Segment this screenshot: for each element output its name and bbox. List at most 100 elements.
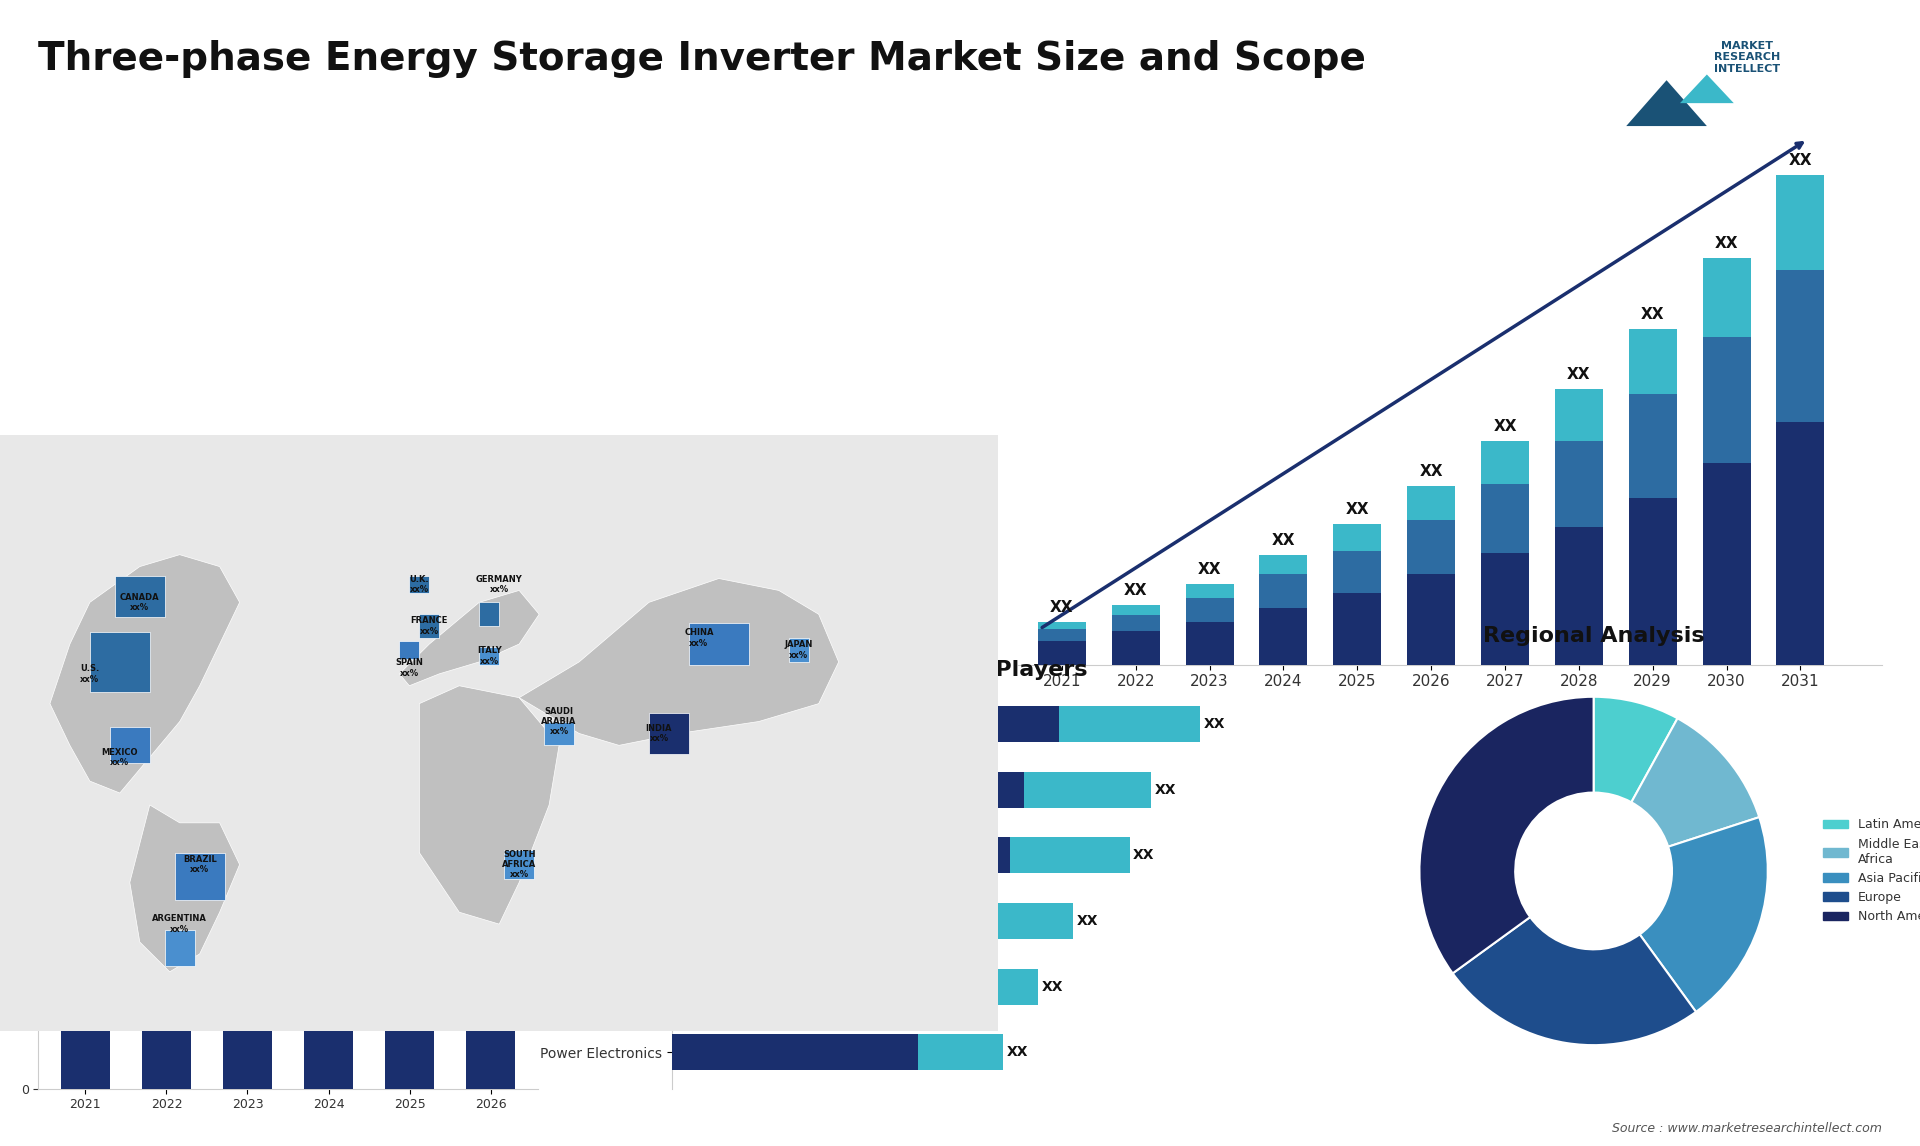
Bar xyxy=(1776,422,1824,665)
Polygon shape xyxy=(689,623,749,665)
Text: ITALY
xx%: ITALY xx% xyxy=(476,646,501,666)
Polygon shape xyxy=(543,722,574,745)
Bar xyxy=(1407,574,1455,665)
Text: XX: XX xyxy=(1123,583,1148,598)
Bar xyxy=(467,501,515,754)
Bar xyxy=(1628,329,1676,393)
Bar xyxy=(223,794,273,855)
Bar xyxy=(1332,525,1380,550)
Bar xyxy=(968,903,1073,939)
Bar xyxy=(1112,614,1160,631)
Polygon shape xyxy=(419,685,559,924)
Bar xyxy=(386,501,434,621)
Bar xyxy=(1776,175,1824,270)
Text: U.K.
xx%: U.K. xx% xyxy=(409,575,430,594)
Bar xyxy=(1703,337,1751,463)
Bar xyxy=(1407,486,1455,519)
Bar xyxy=(61,949,109,975)
Bar xyxy=(467,754,515,1089)
Text: JAPAN
xx%: JAPAN xx% xyxy=(785,641,812,660)
Bar xyxy=(1703,463,1751,665)
Polygon shape xyxy=(399,641,419,659)
Text: SPAIN
xx%: SPAIN xx% xyxy=(396,658,422,677)
Bar xyxy=(61,1022,109,1089)
Text: XX: XX xyxy=(1006,1045,1027,1059)
Polygon shape xyxy=(131,804,240,972)
Text: U.S.
xx%: U.S. xx% xyxy=(81,665,100,683)
Wedge shape xyxy=(1632,719,1759,847)
Bar xyxy=(1703,258,1751,337)
Bar xyxy=(1555,388,1603,441)
Bar xyxy=(1260,574,1308,607)
Bar xyxy=(303,768,353,902)
Text: XX: XX xyxy=(1133,848,1154,862)
Bar xyxy=(467,340,515,501)
Bar xyxy=(1039,641,1087,665)
Polygon shape xyxy=(109,728,150,763)
Bar xyxy=(1010,838,1129,873)
Text: MEXICO
xx%: MEXICO xx% xyxy=(102,747,138,767)
Polygon shape xyxy=(90,633,150,692)
Bar xyxy=(303,902,353,1089)
Bar xyxy=(1332,550,1380,594)
Bar xyxy=(223,855,273,955)
Polygon shape xyxy=(0,435,998,1031)
Bar xyxy=(1112,605,1160,614)
Legend: Latin America, Middle East &
Africa, Asia Pacific, Europe, North America: Latin America, Middle East & Africa, Asi… xyxy=(1818,814,1920,928)
Bar xyxy=(1039,629,1087,641)
Bar xyxy=(672,1035,918,1070)
Title: Regional Analysis: Regional Analysis xyxy=(1482,626,1705,646)
Bar xyxy=(386,621,434,822)
Text: FRANCE
xx%: FRANCE xx% xyxy=(411,617,447,636)
Polygon shape xyxy=(165,931,194,966)
Bar xyxy=(1628,499,1676,665)
Polygon shape xyxy=(518,579,839,745)
Polygon shape xyxy=(419,614,440,638)
Bar xyxy=(1776,270,1824,422)
Bar xyxy=(1480,552,1528,665)
Title: Top Key Players: Top Key Players xyxy=(891,660,1087,681)
Text: XX: XX xyxy=(1204,717,1225,731)
Text: CHINA
xx%: CHINA xx% xyxy=(684,628,714,647)
Bar xyxy=(672,968,939,1005)
Polygon shape xyxy=(505,849,534,879)
Bar xyxy=(1332,594,1380,665)
Polygon shape xyxy=(649,713,689,754)
Polygon shape xyxy=(1680,74,1734,103)
Text: Source : www.marketresearchintellect.com: Source : www.marketresearchintellect.com xyxy=(1611,1122,1882,1135)
Wedge shape xyxy=(1453,917,1695,1045)
Bar xyxy=(303,681,353,768)
Bar xyxy=(1628,393,1676,499)
Polygon shape xyxy=(399,590,540,685)
Wedge shape xyxy=(1640,817,1768,1012)
Text: CANADA
xx%: CANADA xx% xyxy=(119,592,159,612)
Bar xyxy=(672,771,1023,808)
Bar xyxy=(918,1035,1002,1070)
Bar xyxy=(1185,598,1233,622)
Text: Market Segmentation: Market Segmentation xyxy=(38,660,311,681)
Wedge shape xyxy=(1594,697,1678,802)
Text: GERMANY
xx%: GERMANY xx% xyxy=(476,575,522,594)
Text: XX: XX xyxy=(1271,533,1296,548)
Bar xyxy=(672,903,968,939)
Bar xyxy=(386,822,434,1089)
Bar xyxy=(1555,527,1603,665)
Bar xyxy=(1407,519,1455,574)
Wedge shape xyxy=(1419,697,1594,973)
Bar xyxy=(61,975,109,1022)
Text: INDIA
xx%: INDIA xx% xyxy=(645,724,672,743)
Polygon shape xyxy=(480,647,499,665)
Bar xyxy=(1480,441,1528,484)
Text: XX: XX xyxy=(1041,980,1064,994)
Text: XX: XX xyxy=(1346,502,1369,517)
Bar xyxy=(1555,441,1603,527)
Text: XX: XX xyxy=(1077,915,1098,928)
Polygon shape xyxy=(115,575,165,618)
Bar xyxy=(1039,622,1087,629)
Text: XX: XX xyxy=(1050,599,1073,614)
Bar xyxy=(1480,484,1528,552)
Text: MARKET
RESEARCH
INTELLECT: MARKET RESEARCH INTELLECT xyxy=(1715,41,1780,73)
Text: SAUDI
ARABIA
xx%: SAUDI ARABIA xx% xyxy=(541,707,576,737)
Polygon shape xyxy=(50,555,240,793)
Bar xyxy=(1260,556,1308,574)
